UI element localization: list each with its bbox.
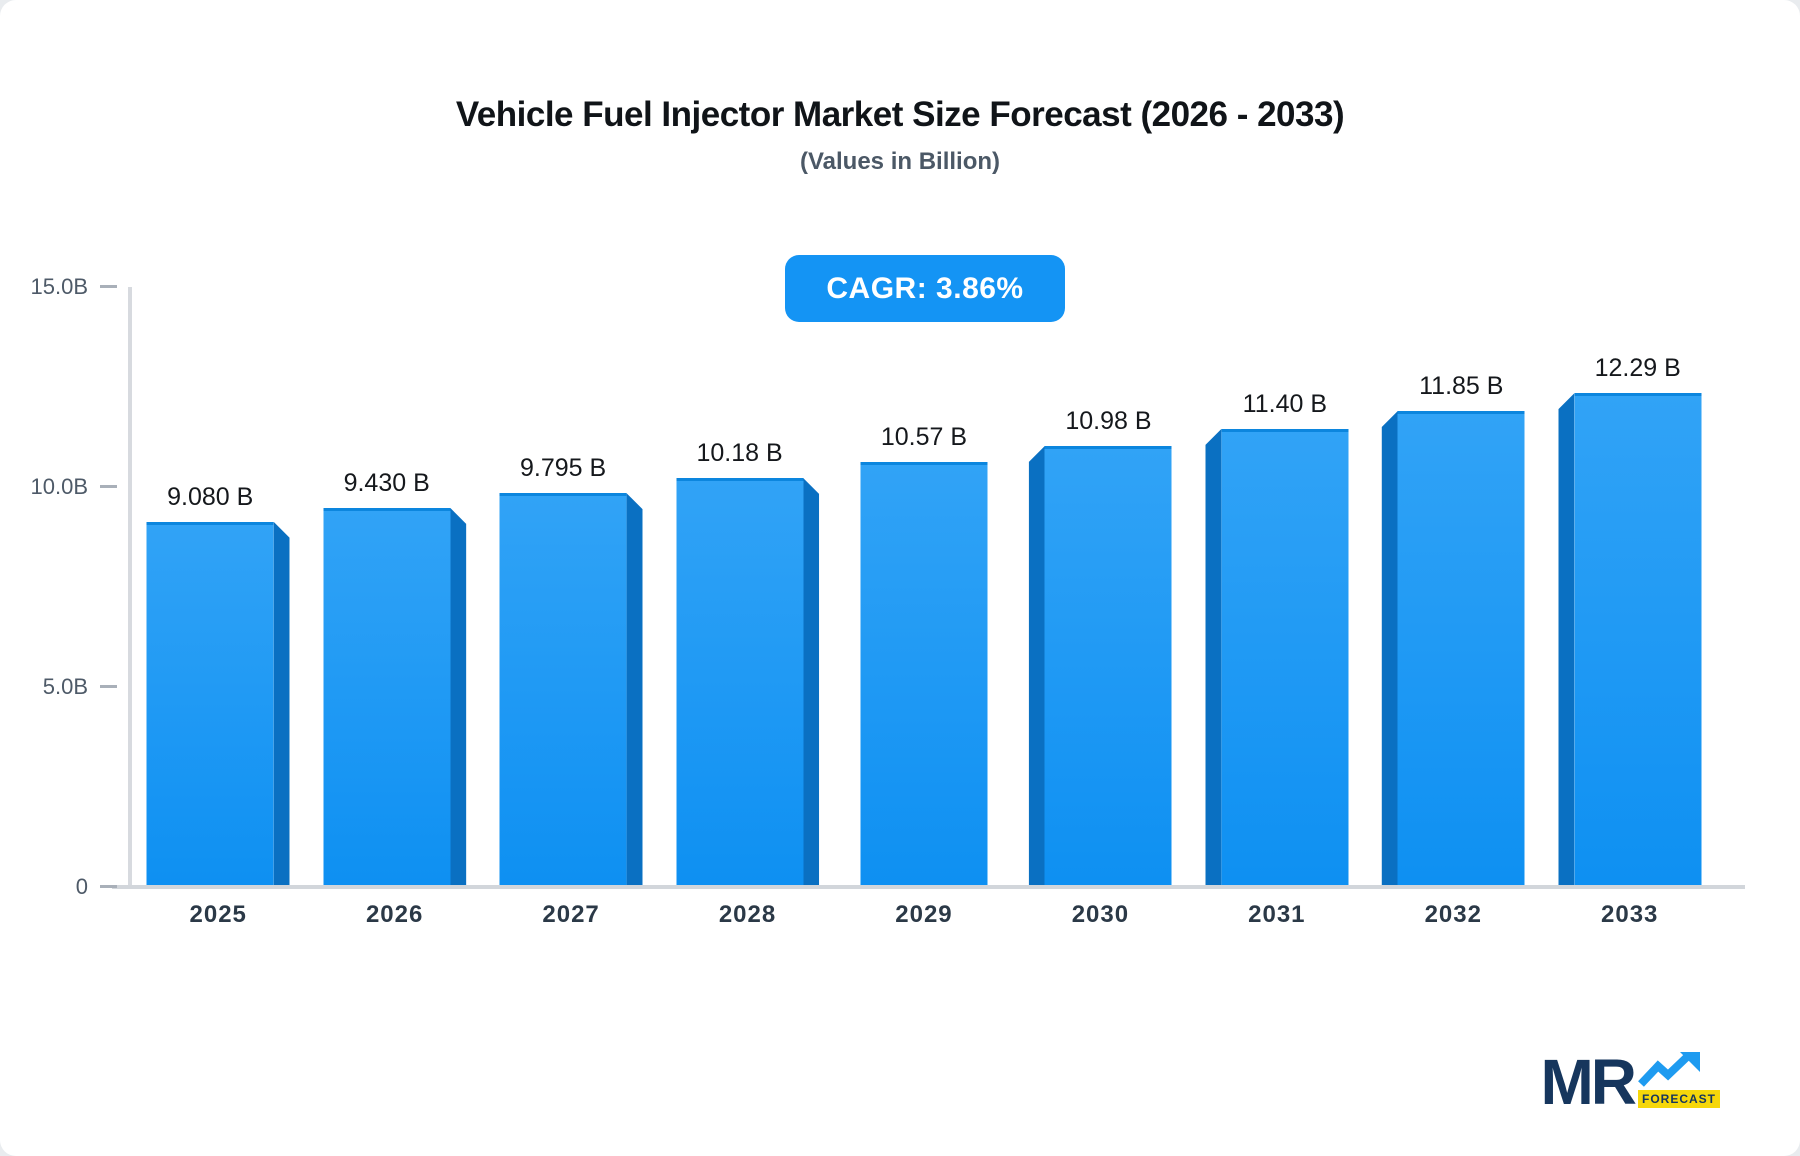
bar-side-bevel [450,507,467,885]
bar-slot-2032: 11.85 B 2032 [1365,287,1541,928]
y-tick-dash [100,685,117,688]
x-axis-label-2032: 2032 [1424,901,1482,928]
bar-slot-2027: 9.795 B 2027 [483,287,659,928]
x-axis-label-2030: 2030 [1071,901,1130,928]
mr-forecast-logo: MR FORECAST [1540,1045,1720,1118]
x-axis-label-2026: 2026 [365,901,424,928]
cagr-badge: CAGR: 3.86% [785,255,1065,322]
bar-value-label: 9.080 B [167,482,254,511]
chart-subtitle: (Values in Billion) [799,148,1001,175]
bar-face [323,507,451,885]
bar-2032 [1381,411,1525,885]
bar-value-label: 11.40 B [1242,390,1328,418]
logo-mr-text: MR [1540,1045,1637,1118]
bar-slot-2026: 9.430 B 2026 [306,287,482,928]
bar-side-bevel [1381,411,1398,885]
x-axis-label-2028: 2028 [718,901,777,928]
bar-slot-2031: 11.40 B 2031 [1189,287,1365,928]
bar-2028 [676,477,820,885]
bar-side-bevel [803,477,820,885]
y-tick-label: 15.0B [30,273,89,299]
bar-2027 [499,493,643,885]
bar-slot-2028: 10.18 B 2028 [659,287,835,928]
bar-2029 [860,462,988,885]
bar-side-bevel [626,493,643,885]
bar-value-label: 10.98 B [1065,406,1152,435]
bar-face [1397,411,1525,885]
bar-value-label: 12.29 B [1594,354,1681,383]
bar-2031 [1205,429,1349,885]
bar-2033 [1558,393,1702,885]
bar-side-bevel [1558,393,1575,885]
bar-face [1044,445,1172,885]
x-axis-label-2031: 2031 [1248,901,1306,928]
y-tick-dash [100,885,117,888]
bar-value-label: 9.795 B [520,454,607,483]
bar-side-bevel [1205,429,1222,885]
bar-2026 [323,507,467,885]
bar-slot-2025: 9.080 B 2025 [130,287,306,928]
bar-value-label: 9.430 B [343,468,430,497]
x-axis-line [112,885,1745,889]
y-axis-line [128,287,132,887]
bar-slot-2030: 10.98 B 2030 [1012,287,1188,928]
bar-face [146,521,274,885]
bar-face [499,493,627,885]
bar-2030 [1028,445,1172,885]
x-axis-label-2033: 2033 [1601,901,1659,928]
bar-2025 [146,521,290,885]
x-axis-label-2029: 2029 [895,901,953,928]
bar-slot-2029: 10.57 B 2029 [836,287,1012,928]
trend-arrow-icon [1638,1052,1700,1087]
bar-face [1221,429,1349,885]
x-axis-label-2027: 2027 [542,901,600,928]
y-tick-label: 5.0B [42,673,88,699]
bar-face [676,477,804,885]
bar-value-label: 10.57 B [880,423,968,452]
y-tick-label: 0 [75,873,88,899]
y-tick-dash [100,285,117,288]
y-tick-label: 10.0B [30,473,89,499]
bar-side-bevel [1028,445,1045,885]
bar-side-bevel [273,521,290,885]
bar-face [860,462,988,885]
bars-area: 9.080 B 2025 9.430 B 2026 9.795 B 2027 10.18 B… [130,287,1718,928]
bar-slot-2033: 12.29 B 2033 [1542,287,1718,928]
bar-value-label: 10.18 B [696,438,783,467]
bar-value-label: 11.85 B [1419,372,1504,400]
x-axis-label-2025: 2025 [189,901,247,928]
logo-forecast-text: FORECAST [1638,1090,1720,1108]
bar-face [1574,393,1702,885]
y-tick-dash [100,485,117,488]
chart-title: Vehicle Fuel Injector Market Size Foreca… [455,95,1345,134]
